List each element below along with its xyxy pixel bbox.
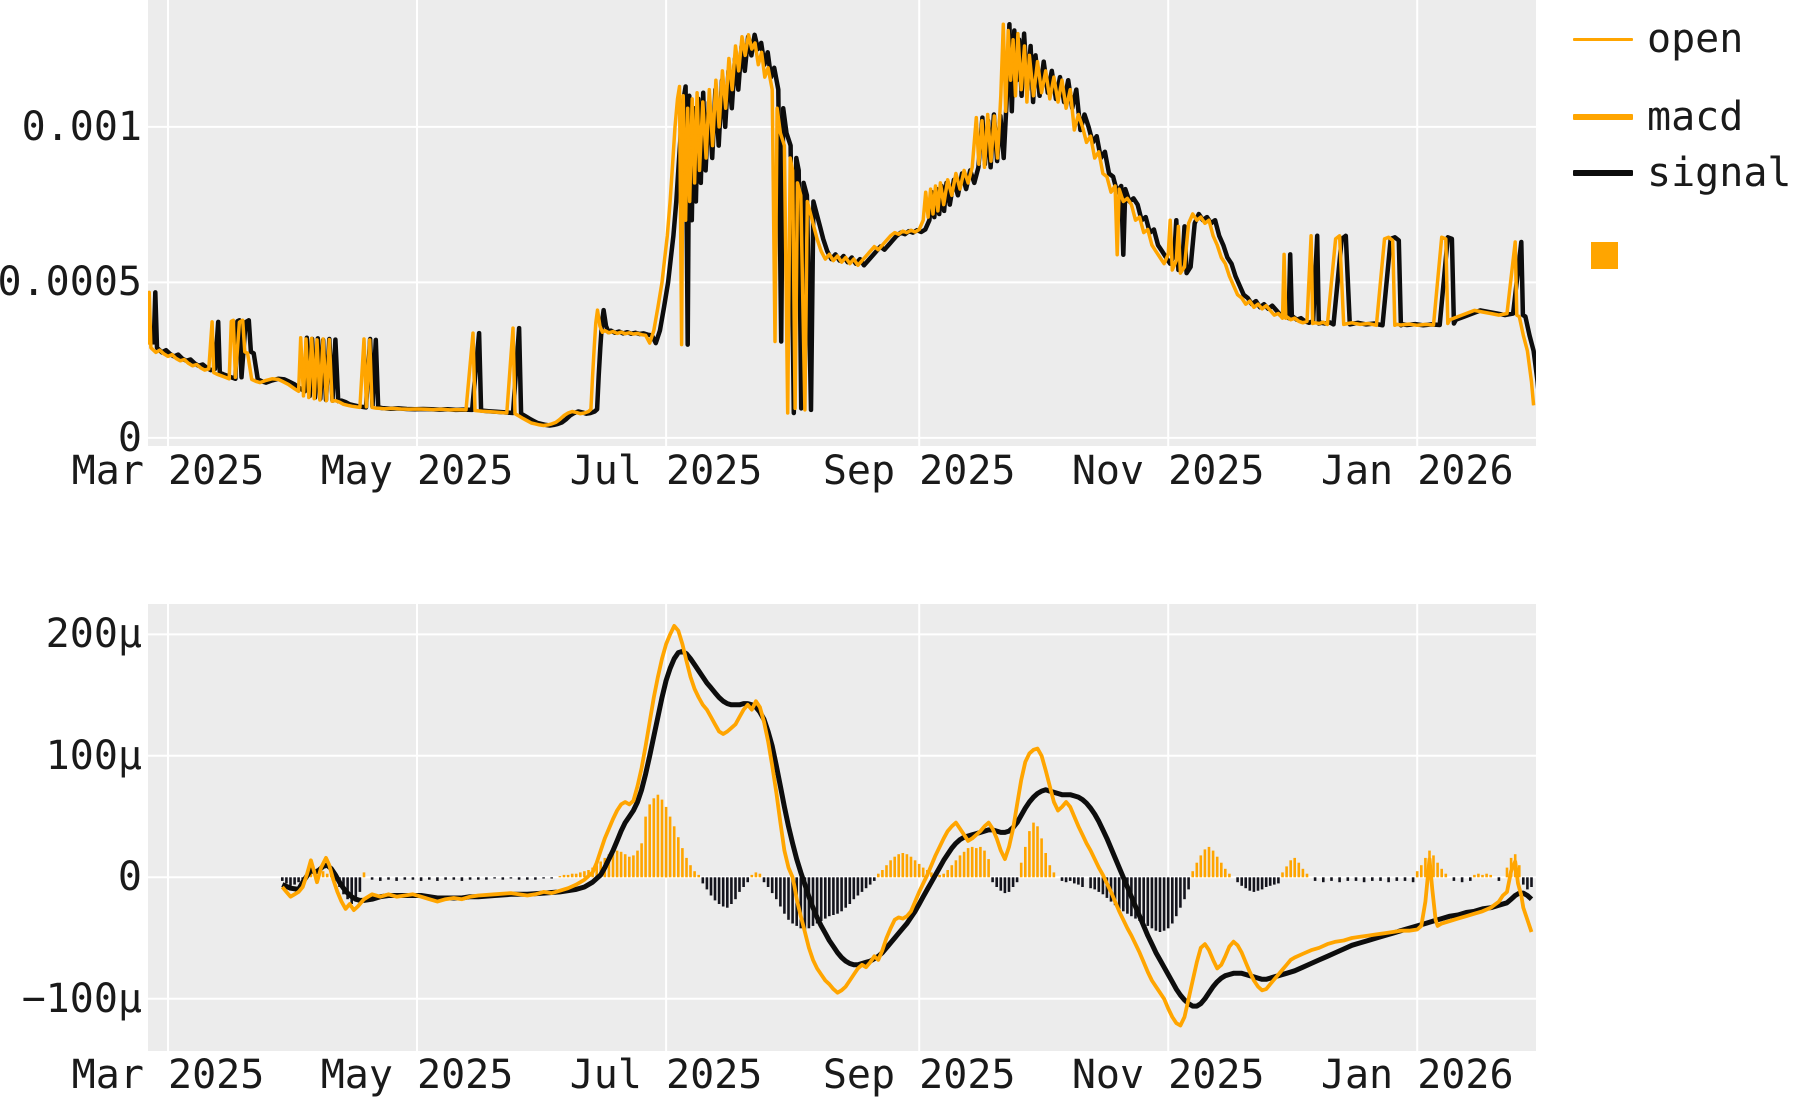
x-tick-label: Sep 2025 — [822, 1052, 1016, 1098]
legend-item-histogram — [1570, 238, 1632, 272]
x-tick-label: Nov 2025 — [1071, 448, 1265, 494]
y-tick-label: 0 — [117, 414, 142, 461]
x-tick-label: Jan 2026 — [1320, 1052, 1514, 1098]
x-tick-label: Jan 2026 — [1320, 448, 1514, 494]
y-tick-label: −100µ — [21, 975, 142, 1022]
y-tick-label: 200µ — [45, 611, 142, 658]
legend: open macd signal — [1570, 0, 1800, 290]
x-tick-label: Mar 2025 — [71, 1052, 265, 1098]
y-tick-label: 0.001 — [21, 103, 142, 150]
macd-panel — [148, 604, 1536, 1051]
price-panel — [148, 0, 1536, 446]
x-tick-label: Sep 2025 — [822, 448, 1016, 494]
legend-label-macd: macd — [1647, 94, 1744, 140]
open-line-swatch — [1573, 37, 1633, 41]
legend-item-open: open — [1570, 16, 1744, 62]
y-tick-label: 100µ — [45, 732, 142, 779]
x-tick-label: Jul 2025 — [569, 1052, 763, 1098]
legend-label-signal: signal — [1647, 150, 1792, 196]
macd-plot — [148, 604, 1536, 1051]
legend-label-open: open — [1647, 16, 1744, 62]
x-tick-label: Mar 2025 — [71, 448, 265, 494]
price-plot — [148, 0, 1536, 446]
signal-line-swatch — [1573, 170, 1633, 176]
legend-item-macd: macd — [1570, 94, 1744, 140]
y-tick-label: 0.0005 — [0, 259, 142, 306]
legend-item-signal: signal — [1570, 150, 1792, 196]
x-tick-label: May 2025 — [320, 1052, 514, 1098]
histogram-square-swatch — [1591, 241, 1618, 269]
macd-line-swatch — [1573, 114, 1633, 120]
x-tick-label: Nov 2025 — [1071, 1052, 1265, 1098]
x-tick-label: May 2025 — [320, 448, 514, 494]
y-tick-label: 0 — [117, 854, 142, 901]
x-tick-label: Jul 2025 — [569, 448, 763, 494]
